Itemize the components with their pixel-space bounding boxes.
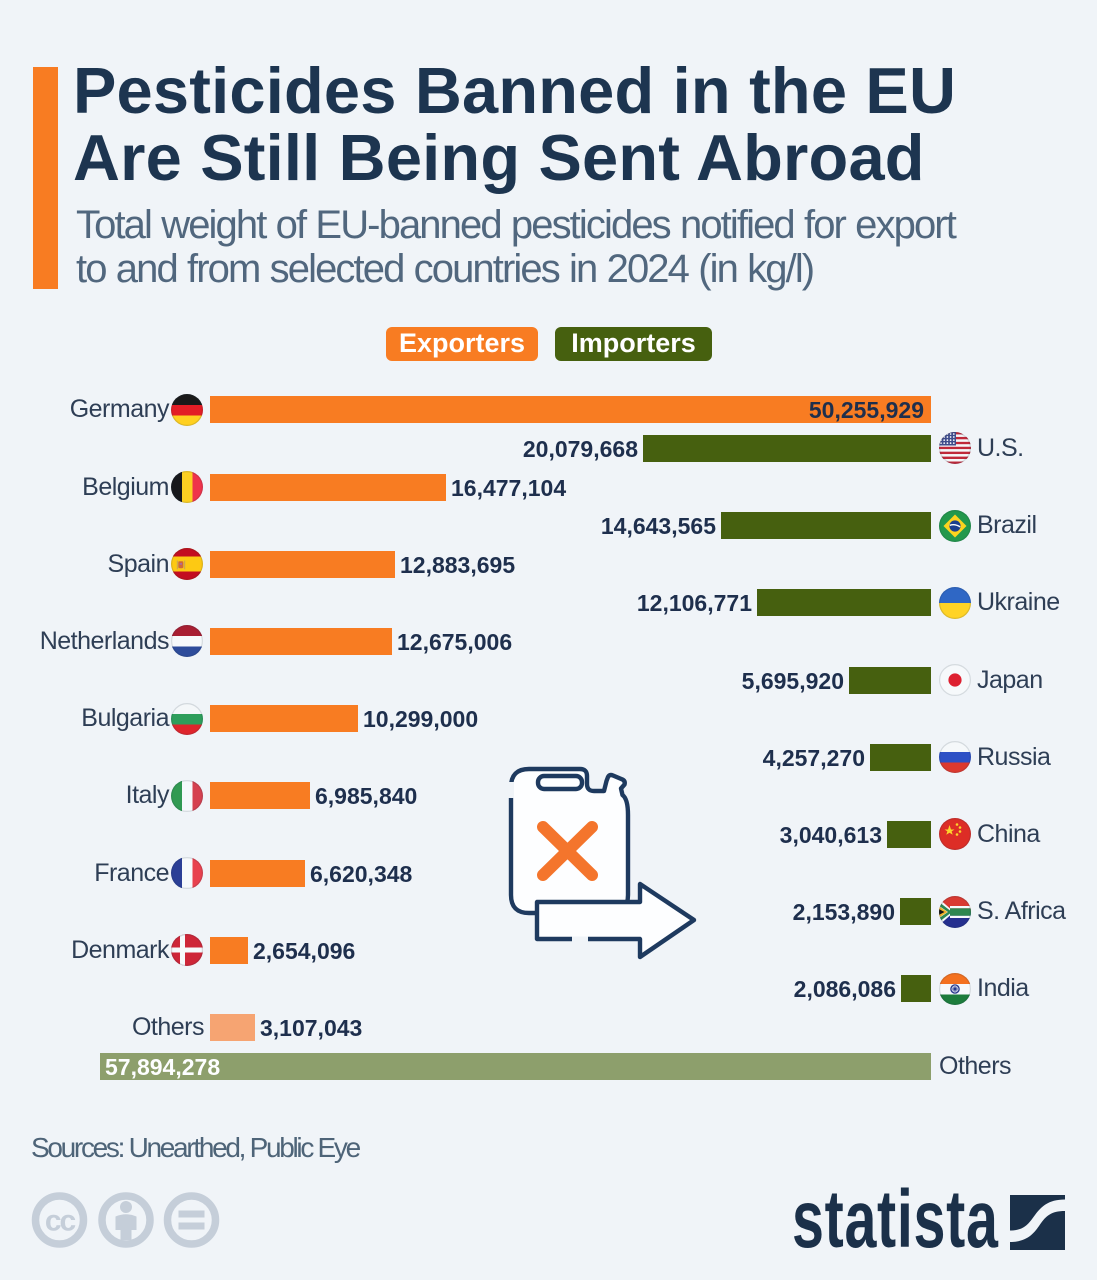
- svg-text:cc: cc: [45, 1205, 76, 1238]
